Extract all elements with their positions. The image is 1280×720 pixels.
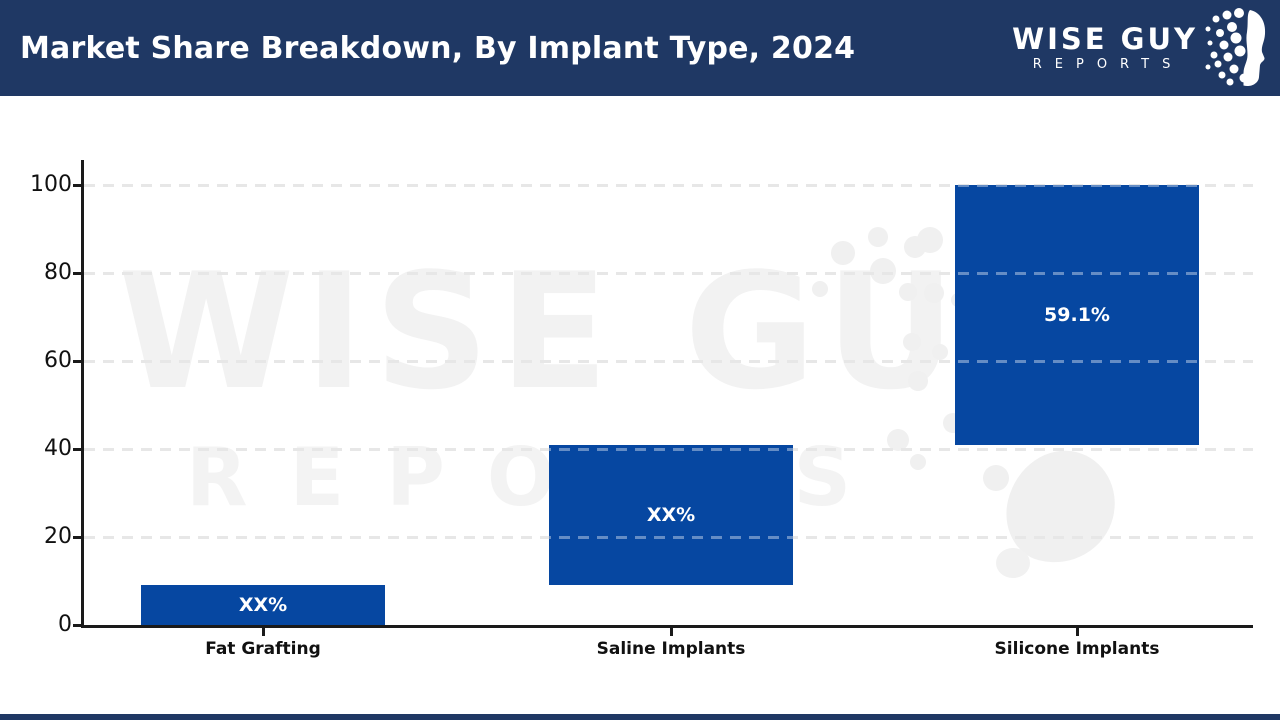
- gridline-overlay: [84, 271, 1253, 275]
- y-tick: [73, 359, 82, 363]
- gridline: [84, 359, 1253, 363]
- y-tick: [73, 535, 82, 539]
- page-title: Market Share Breakdown, By Implant Type,…: [20, 30, 856, 66]
- logo-face-icon: [1205, 8, 1266, 87]
- logo-wordmark: WISE GUY: [1012, 21, 1198, 56]
- y-tick-label: 80: [44, 260, 72, 285]
- x-tick-label: Fat Grafting: [205, 639, 321, 659]
- watermark-dot: [831, 241, 855, 265]
- y-tick-label: 60: [44, 348, 72, 373]
- y-tick: [73, 623, 82, 627]
- gridline-overlay: [84, 535, 1253, 539]
- y-tick-label: 40: [44, 436, 72, 461]
- header: Market Share Breakdown, By Implant Type,…: [0, 0, 1280, 96]
- logo-text: WISE GUY REPORTS: [1012, 21, 1198, 73]
- bar: [141, 585, 385, 625]
- gridline: [84, 271, 1253, 275]
- x-tick-label: Saline Implants: [596, 639, 746, 659]
- gridline: [84, 183, 1253, 187]
- watermark-dot: [924, 283, 944, 303]
- watermark-dot: [812, 281, 828, 297]
- y-axis-spine: [81, 160, 84, 628]
- x-tick: [669, 627, 673, 636]
- watermark-dot: [917, 227, 943, 253]
- gridline-overlay: [84, 447, 1253, 451]
- watermark-dot: [983, 465, 1009, 491]
- y-tick: [73, 447, 82, 451]
- y-tick-label: 100: [30, 172, 72, 197]
- logo-subtitle: REPORTS: [1032, 57, 1184, 73]
- y-tick: [73, 271, 82, 275]
- gridline-overlay: [84, 183, 1253, 187]
- x-tick-label: Silicone Implants: [994, 639, 1160, 659]
- watermark-wordmark: WISE GUY: [118, 238, 1092, 425]
- watermark-dot: [910, 454, 926, 470]
- y-tick-label: 0: [58, 612, 72, 637]
- y-tick: [73, 183, 82, 187]
- bar-value-label: XX%: [238, 594, 288, 617]
- gridline-overlay: [84, 359, 1253, 363]
- bar-value-label: 59.1%: [1044, 303, 1110, 326]
- x-tick: [1075, 627, 1079, 636]
- bar-value-label: XX%: [646, 504, 696, 526]
- watermark-dot: [887, 429, 909, 451]
- watermark-dot: [903, 333, 921, 351]
- watermark-blob: [996, 548, 1030, 578]
- watermark-dot: [908, 371, 928, 391]
- footer-bar: [0, 714, 1280, 720]
- wise-guy-logo: WISE GUY REPORTS: [1012, 6, 1266, 90]
- watermark-dot: [868, 227, 888, 247]
- x-tick: [261, 627, 265, 636]
- bar: [549, 444, 793, 586]
- x-axis-spine: [81, 625, 1253, 628]
- y-tick-label: 20: [44, 524, 72, 549]
- watermark-dot: [932, 344, 948, 360]
- watermark-dot: [899, 283, 917, 301]
- bar: [955, 185, 1199, 445]
- watermark-dot: [870, 258, 896, 284]
